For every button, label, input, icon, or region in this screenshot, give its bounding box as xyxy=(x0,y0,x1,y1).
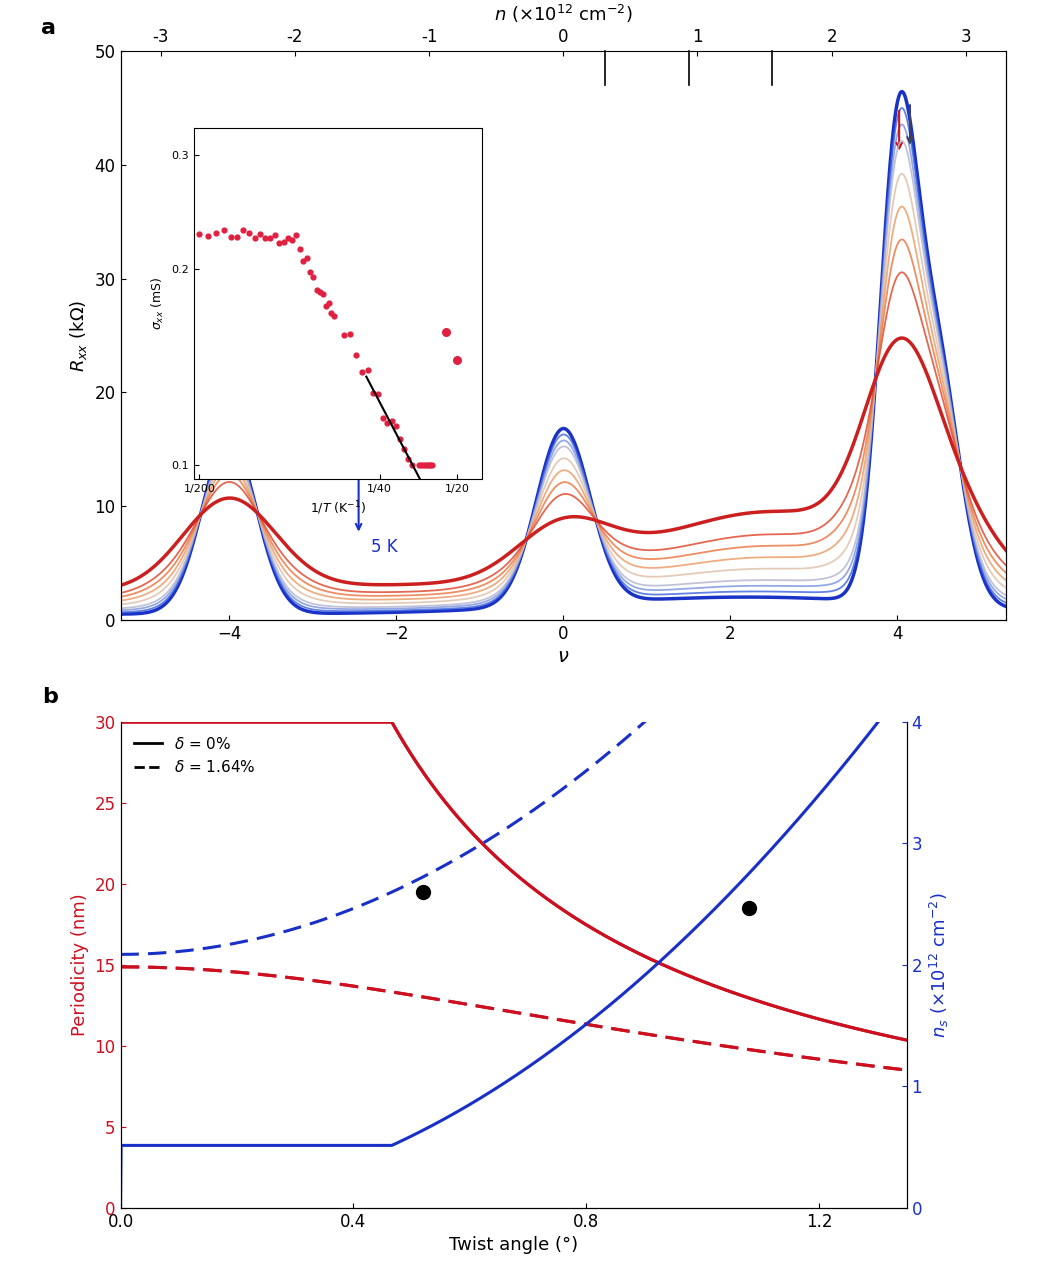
Point xyxy=(291,239,308,259)
Point xyxy=(417,455,434,475)
Point xyxy=(403,455,420,475)
Point xyxy=(396,440,413,460)
Point xyxy=(271,233,288,253)
Point xyxy=(246,227,263,248)
Point xyxy=(399,449,416,469)
Point xyxy=(365,383,381,404)
Point xyxy=(252,224,268,244)
Point xyxy=(294,252,311,272)
Point xyxy=(314,284,331,304)
Point xyxy=(449,350,465,371)
Point xyxy=(423,455,440,475)
Legend: $\delta$ = 0%, $\delta$ = 1.64%: $\delta$ = 0%, $\delta$ = 1.64% xyxy=(128,730,262,782)
Point xyxy=(228,226,245,247)
Point xyxy=(276,233,292,253)
Point xyxy=(235,220,252,240)
Y-axis label: $\sigma_{xx}$ (mS): $\sigma_{xx}$ (mS) xyxy=(150,277,166,330)
Point xyxy=(208,224,224,244)
Point xyxy=(326,307,343,327)
Point xyxy=(191,224,208,244)
Point xyxy=(284,230,301,250)
Point xyxy=(342,323,358,344)
Point xyxy=(418,455,435,475)
Point xyxy=(415,455,432,475)
Text: 80 K: 80 K xyxy=(321,433,358,451)
Point xyxy=(413,455,430,475)
Point xyxy=(374,408,391,428)
Point xyxy=(287,225,304,245)
Point xyxy=(318,295,334,316)
Point xyxy=(335,325,352,345)
Point xyxy=(348,345,365,366)
Point xyxy=(299,248,315,268)
Point xyxy=(280,227,297,248)
Point xyxy=(222,226,239,247)
Point xyxy=(354,362,371,382)
Point xyxy=(420,455,437,475)
X-axis label: Twist angle (°): Twist angle (°) xyxy=(449,1236,578,1254)
Point xyxy=(438,322,455,343)
Point xyxy=(379,413,396,433)
Point xyxy=(370,383,387,404)
Point xyxy=(311,281,328,302)
Point xyxy=(359,360,376,381)
Y-axis label: $R_{xx}$ (k$\Omega$): $R_{xx}$ (k$\Omega$) xyxy=(68,299,89,372)
Point xyxy=(305,267,322,288)
Point xyxy=(266,225,283,245)
X-axis label: $n$ ($\times$10$^{12}$ cm$^{-2}$): $n$ ($\times$10$^{12}$ cm$^{-2}$) xyxy=(494,4,633,26)
Point xyxy=(215,220,232,240)
Y-axis label: Periodicity (nm): Periodicity (nm) xyxy=(71,893,89,1036)
Text: b: b xyxy=(42,686,58,707)
Point xyxy=(241,222,258,243)
Point xyxy=(411,455,428,475)
Point xyxy=(384,412,400,432)
Point xyxy=(422,455,439,475)
Text: a: a xyxy=(41,18,56,38)
Point xyxy=(262,227,279,248)
Text: 5 K: 5 K xyxy=(371,538,398,556)
Point xyxy=(308,280,325,300)
X-axis label: $\nu$: $\nu$ xyxy=(558,647,569,666)
Point xyxy=(323,303,340,323)
Point xyxy=(321,293,337,313)
Y-axis label: $n_s$ ($\times$10$^{12}$ cm$^{-2}$): $n_s$ ($\times$10$^{12}$ cm$^{-2}$) xyxy=(927,892,951,1038)
X-axis label: 1/$T$ (K$^{-1}$): 1/$T$ (K$^{-1}$) xyxy=(310,500,366,518)
Point xyxy=(302,262,319,282)
Point xyxy=(388,415,405,436)
Point xyxy=(392,428,409,449)
Point xyxy=(257,227,274,248)
Point xyxy=(199,226,216,247)
